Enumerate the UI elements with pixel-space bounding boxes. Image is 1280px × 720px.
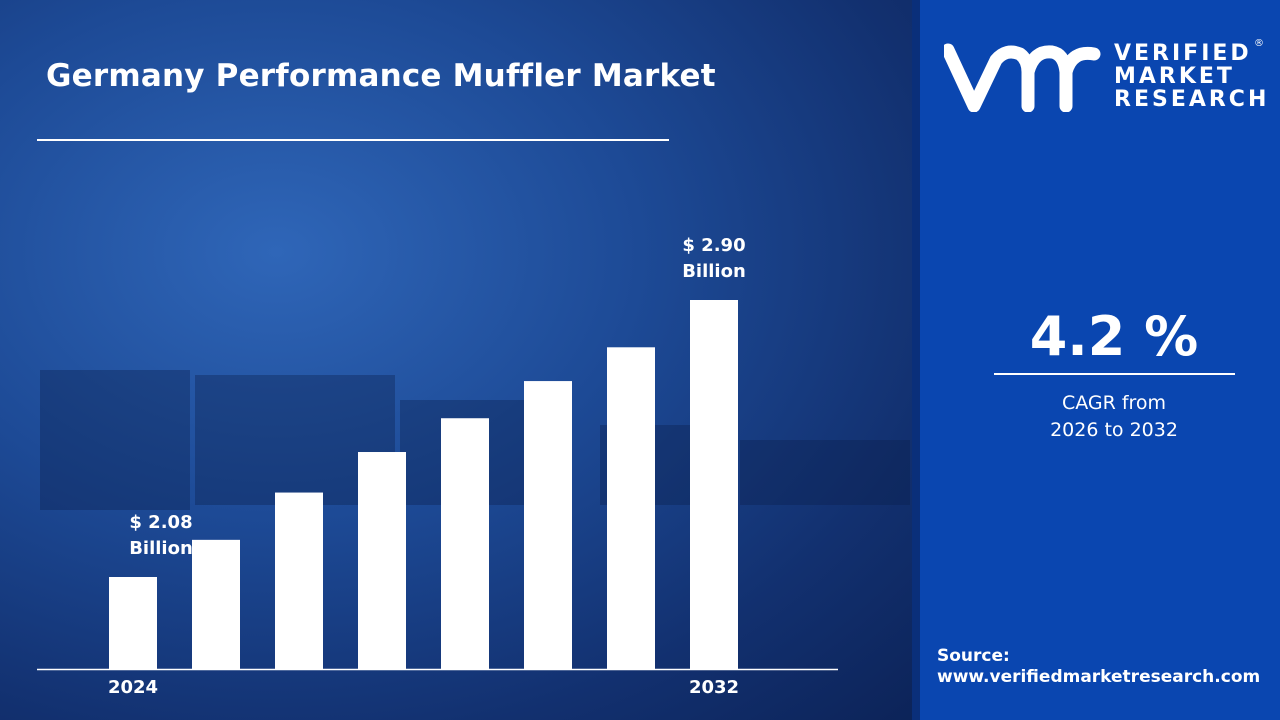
registered-mark: ® — [1254, 38, 1264, 49]
data-label: Billion — [682, 261, 746, 282]
bar — [109, 577, 157, 669]
cagr-line2: 2026 to 2032 — [1050, 419, 1178, 441]
chart-title: Germany Performance Muffler Market — [46, 58, 716, 94]
logo-text: VERIFIED MARKET RESEARCH — [1114, 42, 1269, 111]
bar — [358, 452, 406, 669]
logo-line2: MARKET — [1114, 64, 1235, 89]
x-tick-label: 2024 — [108, 677, 158, 698]
cagr-caption: CAGR from 2026 to 2032 — [994, 390, 1234, 444]
cagr-line1: CAGR from — [1061, 392, 1167, 414]
divider — [912, 0, 920, 720]
bar — [275, 492, 323, 669]
vmr-logo-icon — [944, 43, 1101, 112]
logo-line1: VERIFIED — [1114, 41, 1252, 66]
bar-chart: 2024 2032 $ 2.08 Billion $ 2.90 Billion — [37, 235, 838, 698]
cagr-value: 4.2 % — [1029, 305, 1199, 368]
data-label: $ 2.90 — [682, 235, 745, 256]
source: Source: www.verifiedmarketresearch.com — [937, 646, 1260, 688]
data-label: Billion — [129, 538, 193, 559]
bar — [441, 418, 489, 669]
info-panel — [920, 0, 1280, 720]
logo-line3: RESEARCH — [1114, 87, 1270, 112]
bar — [524, 381, 572, 669]
cagr-divider — [994, 373, 1235, 375]
x-tick-label: 2032 — [689, 677, 739, 698]
bar — [192, 539, 240, 669]
source-url[interactable]: www.verifiedmarketresearch.com — [937, 667, 1261, 687]
data-label: $ 2.08 — [129, 512, 192, 533]
bar — [607, 347, 655, 669]
source-label: Source: — [937, 646, 1010, 666]
title-underline — [37, 139, 669, 141]
bar — [690, 300, 738, 669]
